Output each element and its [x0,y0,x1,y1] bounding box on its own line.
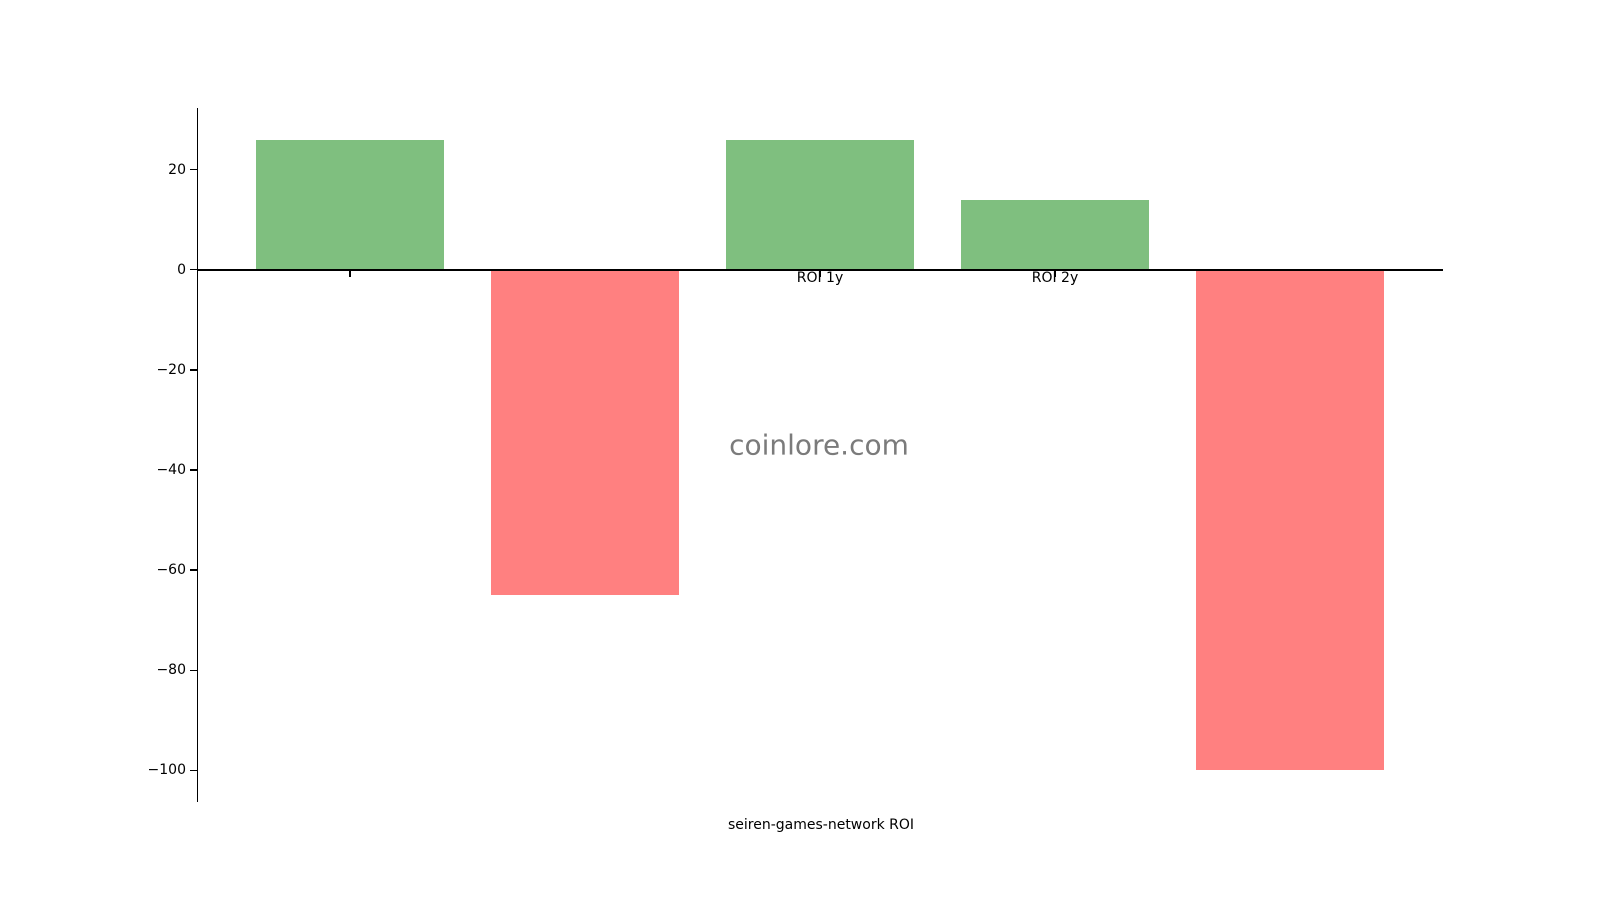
y-tick-label: −40 [156,462,186,479]
chart-caption: seiren-games-network ROI [727,817,915,833]
y-tick-mark [190,268,197,271]
bar-positive [256,139,444,270]
x-tick-mark [1054,269,1056,277]
y-tick-mark [190,369,197,371]
y-tick-label: −80 [156,662,186,679]
bar-negative [491,269,679,596]
bar-negative [1196,269,1384,771]
x-axis-zero-line [197,269,1443,271]
watermark-text: coinlore.com [729,428,909,462]
x-tick-label: ROI 1y [796,269,844,286]
x-tick-label: ROI 2y [1031,269,1079,286]
y-tick-label: 0 [177,261,186,278]
y-tick-label: −100 [147,762,186,779]
y-tick-label: −60 [156,562,186,579]
y-tick-mark [190,669,197,672]
y-tick-mark [190,168,197,171]
y-tick-label: −20 [156,361,186,378]
x-tick-mark [819,269,821,277]
y-axis-line [196,108,198,802]
bar-positive [961,199,1149,270]
y-tick-mark [190,769,197,772]
y-tick-mark [190,569,197,571]
x-tick-mark [349,269,351,277]
bar-positive [726,139,914,270]
y-tick-mark [190,469,197,471]
y-tick-label: 20 [168,161,186,178]
